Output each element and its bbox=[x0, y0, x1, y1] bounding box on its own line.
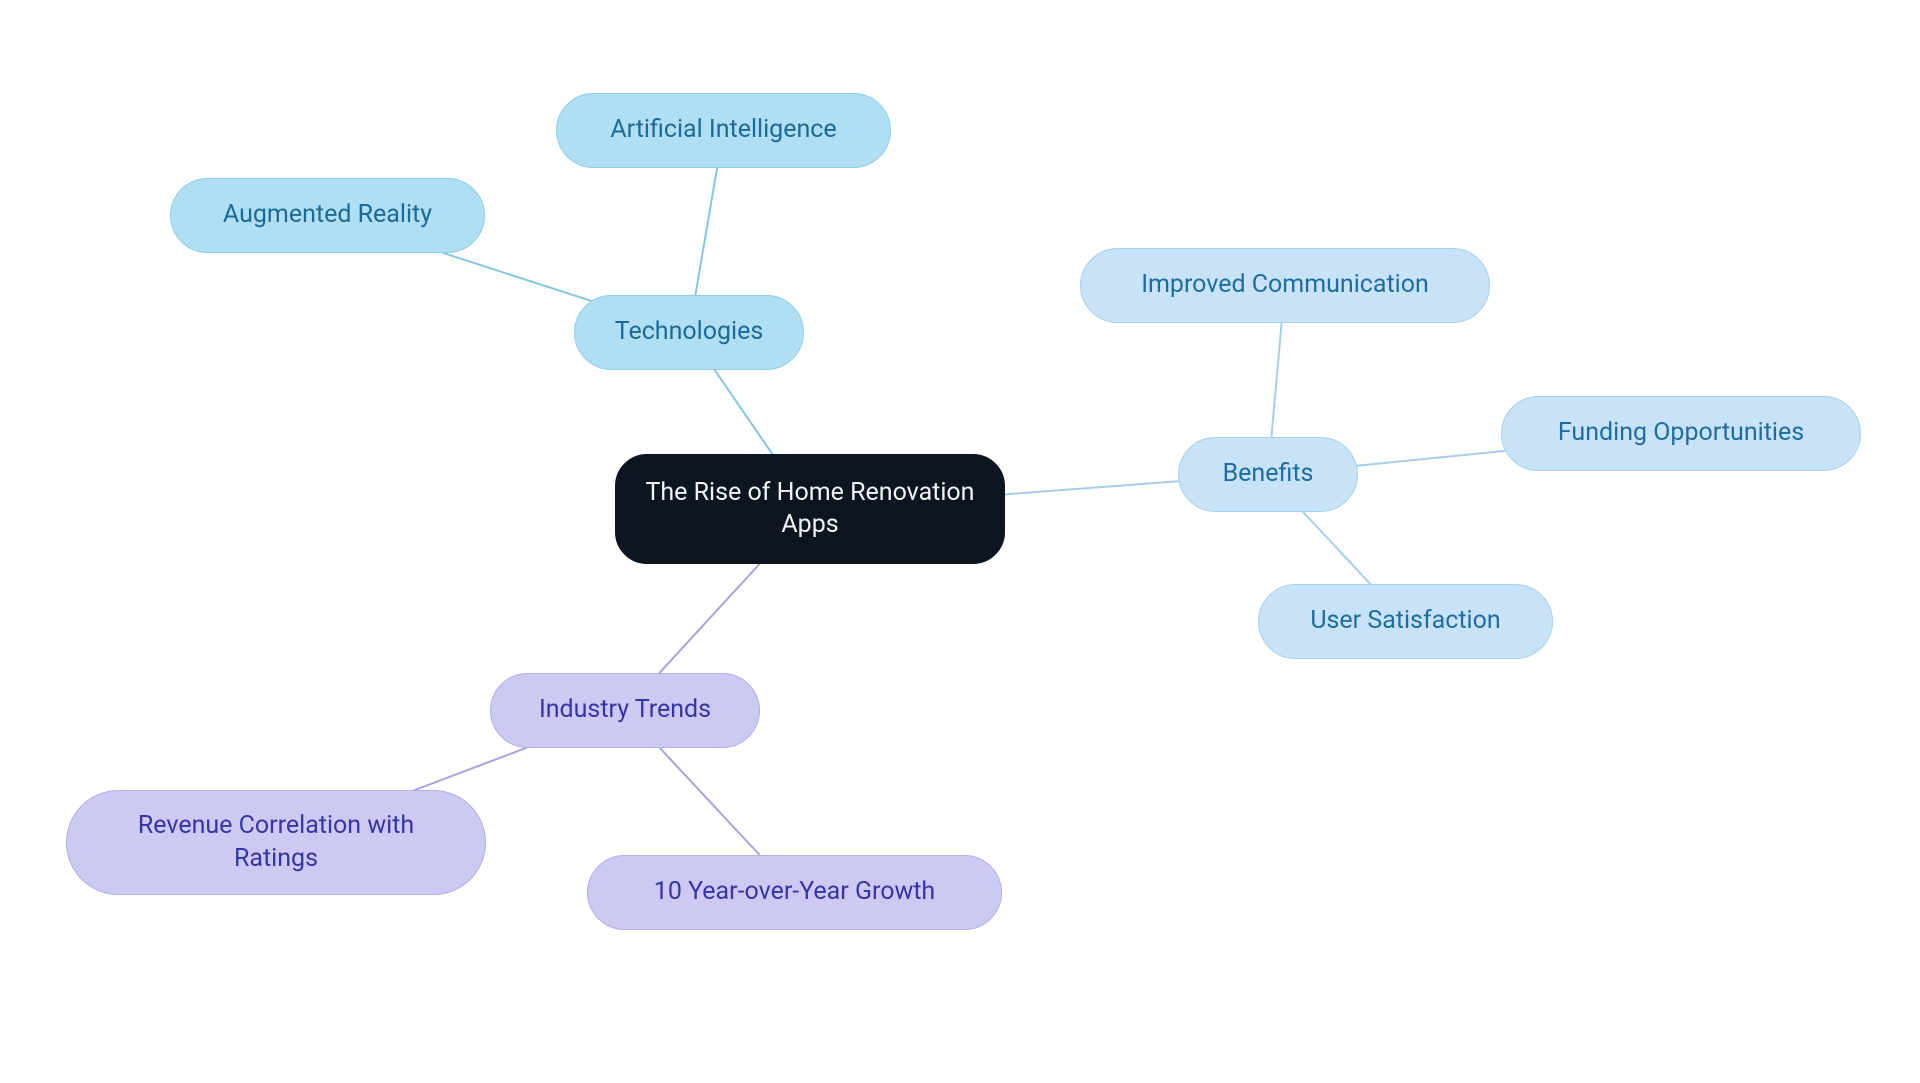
node-revenue-correlation: Revenue Correlation with Ratings bbox=[66, 790, 486, 895]
node-funding-opportunities: Funding Opportunities bbox=[1501, 396, 1861, 471]
node-revenue-correlation-label: Revenue Correlation with Ratings bbox=[95, 810, 457, 875]
node-industry-trends-label: Industry Trends bbox=[539, 694, 711, 727]
node-augmented-reality-label: Augmented Reality bbox=[223, 199, 432, 232]
node-root: The Rise of Home Renovation Apps bbox=[615, 454, 1005, 564]
node-root-label: The Rise of Home Renovation Apps bbox=[644, 477, 976, 542]
node-artificial-intelligence-label: Artificial Intelligence bbox=[610, 114, 836, 147]
node-industry-trends: Industry Trends bbox=[490, 673, 760, 748]
node-benefits: Benefits bbox=[1178, 437, 1358, 512]
mindmap-canvas: The Rise of Home Renovation Apps Technol… bbox=[0, 0, 1920, 1083]
node-improved-communication: Improved Communication bbox=[1080, 248, 1490, 323]
node-artificial-intelligence: Artificial Intelligence bbox=[556, 93, 891, 168]
node-augmented-reality: Augmented Reality bbox=[170, 178, 485, 253]
node-funding-opportunities-label: Funding Opportunities bbox=[1558, 417, 1804, 450]
node-yoy-growth: 10 Year-over-Year Growth bbox=[587, 855, 1002, 930]
node-benefits-label: Benefits bbox=[1223, 458, 1314, 491]
node-user-satisfaction-label: User Satisfaction bbox=[1310, 605, 1500, 638]
node-technologies: Technologies bbox=[574, 295, 804, 370]
node-improved-communication-label: Improved Communication bbox=[1141, 269, 1429, 302]
node-technologies-label: Technologies bbox=[615, 316, 764, 349]
node-yoy-growth-label: 10 Year-over-Year Growth bbox=[654, 876, 935, 909]
node-user-satisfaction: User Satisfaction bbox=[1258, 584, 1553, 659]
